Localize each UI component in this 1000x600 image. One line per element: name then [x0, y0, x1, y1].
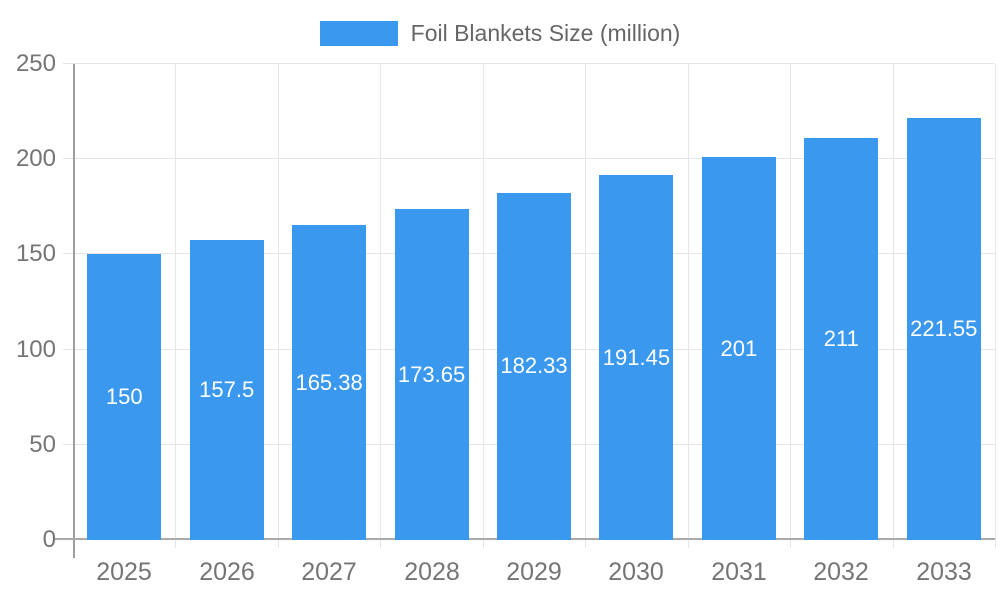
bar[interactable] [292, 225, 366, 540]
gridline-vertical [482, 64, 484, 548]
gridline-horizontal [63, 63, 995, 64]
gridline-horizontal [63, 158, 995, 160]
x-tick-label: 2027 [301, 558, 357, 586]
y-tick-label: 200 [15, 145, 56, 173]
y-tick-label: 150 [15, 240, 56, 268]
bar[interactable] [907, 118, 981, 540]
gridline-vertical [585, 64, 587, 548]
x-tick-label: 2025 [96, 558, 152, 586]
x-tick-label: 2026 [199, 558, 255, 586]
bar[interactable] [804, 138, 878, 540]
bar[interactable] [395, 209, 469, 540]
gridline-vertical [277, 64, 279, 548]
bar[interactable] [599, 175, 673, 540]
y-tick-label: 0 [42, 526, 56, 553]
bar[interactable] [497, 193, 571, 540]
bar[interactable] [702, 157, 776, 540]
legend-label: Foil Blankets Size (million) [410, 20, 681, 46]
gridline-vertical [175, 64, 177, 548]
y-tick-label: 100 [15, 335, 56, 363]
bar[interactable] [190, 240, 264, 540]
x-tick-label: 2031 [711, 558, 767, 586]
gridline-vertical [687, 64, 689, 548]
legend-swatch-icon [319, 21, 398, 46]
y-tick-label: 250 [15, 50, 56, 77]
x-tick-label: 2029 [506, 558, 562, 586]
gridline-vertical [892, 64, 894, 548]
chart-legend[interactable]: Foil Blankets Size (million) [0, 20, 1000, 47]
x-tick-label: 2032 [813, 558, 869, 586]
x-tick-label: 2028 [404, 558, 460, 586]
plot-area: 150 157.5 165.38 173.65 182.33 191.45 201 211 22… [55, 63, 996, 558]
gridline-vertical [380, 64, 382, 548]
bar[interactable] [87, 254, 161, 540]
x-tick-label: 2033 [916, 558, 972, 586]
gridline-vertical [790, 64, 792, 548]
gridline-vertical [995, 64, 996, 548]
y-tick-label: 50 [29, 430, 56, 458]
x-tick-label: 2030 [608, 558, 664, 586]
y-axis-line [73, 64, 75, 558]
